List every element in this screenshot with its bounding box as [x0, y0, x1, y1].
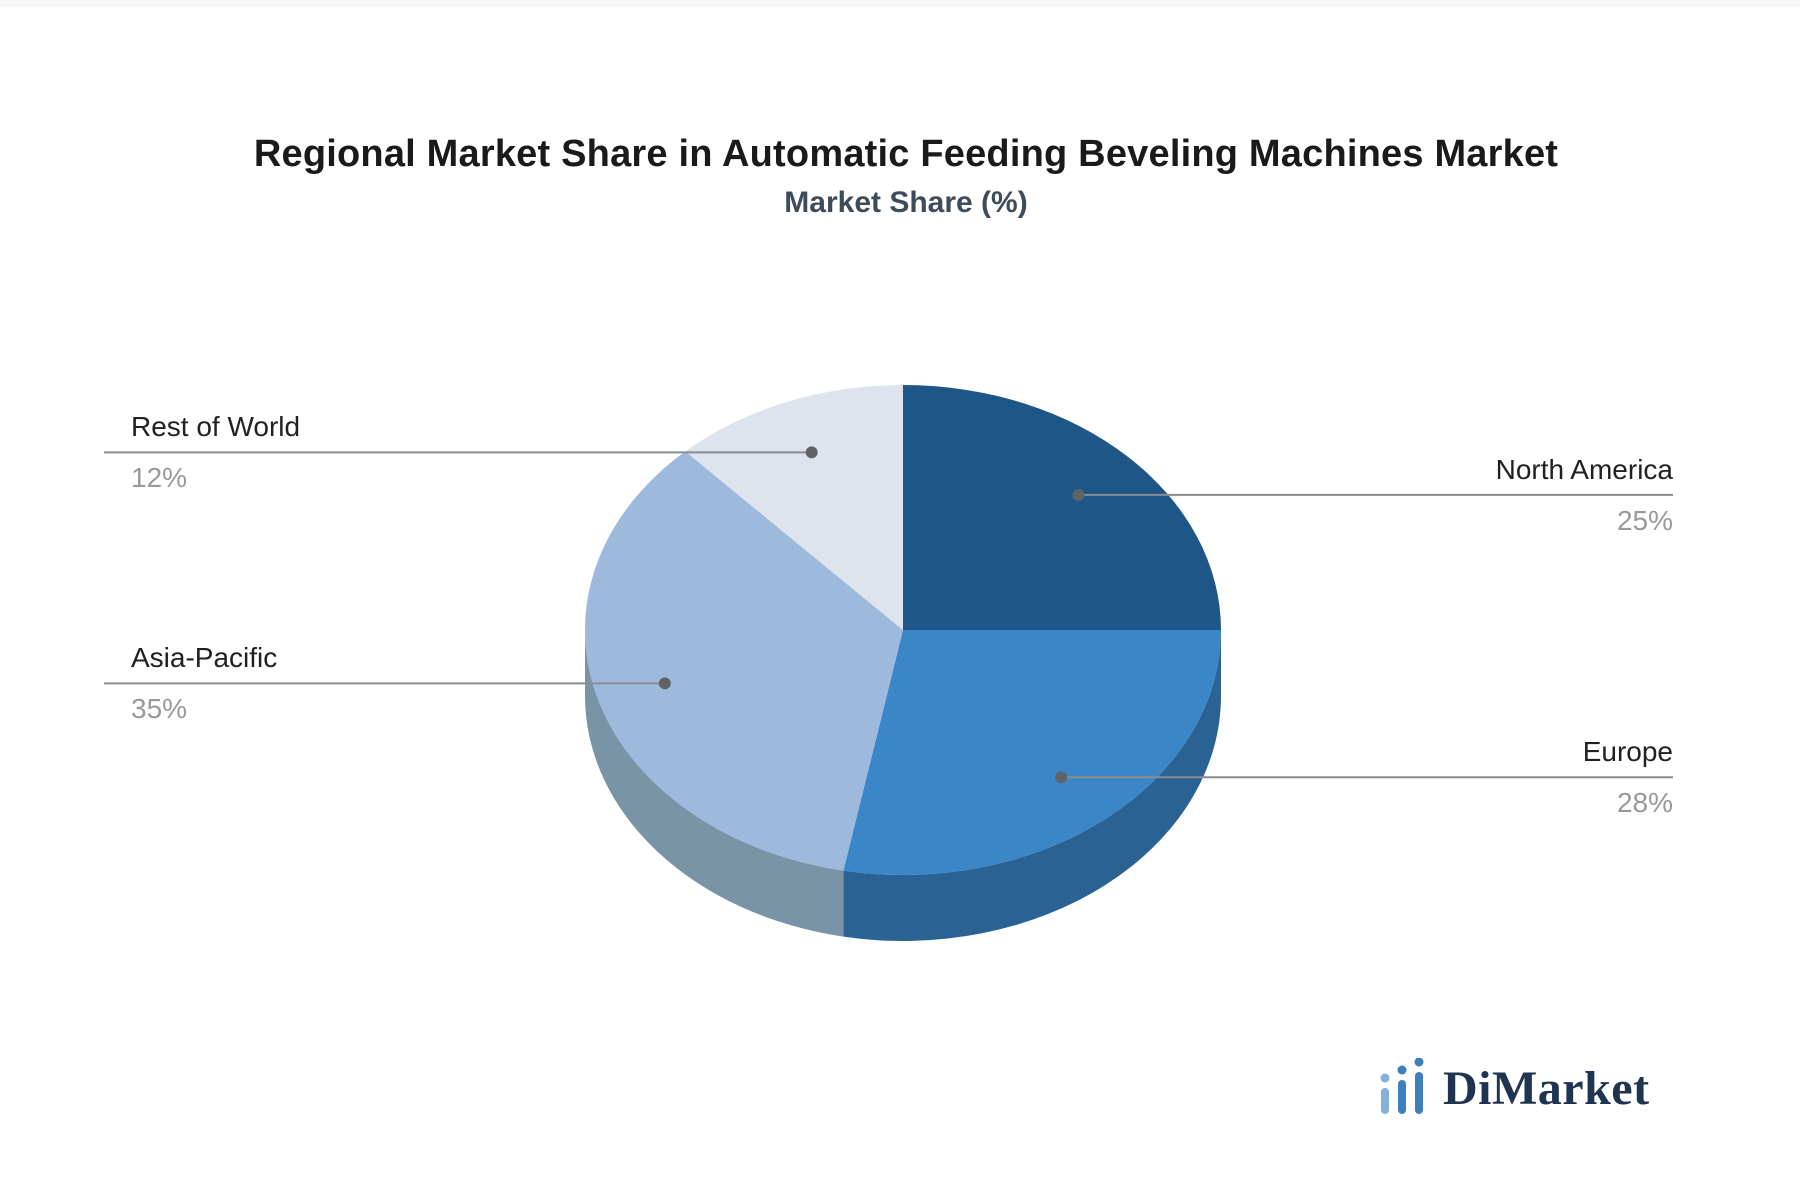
pie-slice-europe[interactable] [843, 630, 1221, 875]
callout-label-rest-of-world: Rest of World 12% [131, 410, 300, 495]
chart-title: Regional Market Share in Automatic Feedi… [253, 133, 1559, 175]
pie-slice-side-asia-pacific [585, 630, 844, 937]
pie-slice-asia-pacific[interactable] [584, 451, 903, 871]
top-strip [0, 0, 1800, 6]
slice-label-value: 28% [1616, 787, 1673, 819]
chart-subtitle: Market Share (%) [784, 186, 1028, 219]
callout-label-asia-pacific: Asia-Pacific 35% [131, 641, 277, 726]
slice-label-name: Asia-Pacific [131, 642, 278, 674]
leader-dot-north-america [1072, 488, 1085, 501]
pie-slice-rest-of-world[interactable] [685, 385, 903, 630]
mini-bar-chart-icon [1380, 1058, 1424, 1114]
slice-label-value: 25% [1616, 504, 1673, 536]
slice-label-name: North America [1495, 453, 1673, 485]
callout-label-europe: Europe 28% [1583, 735, 1673, 820]
pie-slice-side-europe [843, 630, 1221, 941]
dimarket-logo: DiMarket [1378, 1058, 1650, 1116]
slice-label-name: Rest of World [131, 411, 301, 443]
leader-dot-asia-pacific [658, 677, 671, 690]
logo-wordmark: DiMarket [1443, 1062, 1650, 1115]
pie-slice-north-america[interactable] [903, 385, 1221, 630]
leader-dot-rest-of-world [805, 446, 818, 459]
slice-label-value: 12% [131, 462, 188, 494]
slice-label-value: 35% [131, 693, 188, 725]
callout-label-north-america: North America 25% [1496, 453, 1673, 538]
leader-dot-europe [1055, 771, 1068, 784]
slice-label-name: Europe [1582, 736, 1673, 768]
